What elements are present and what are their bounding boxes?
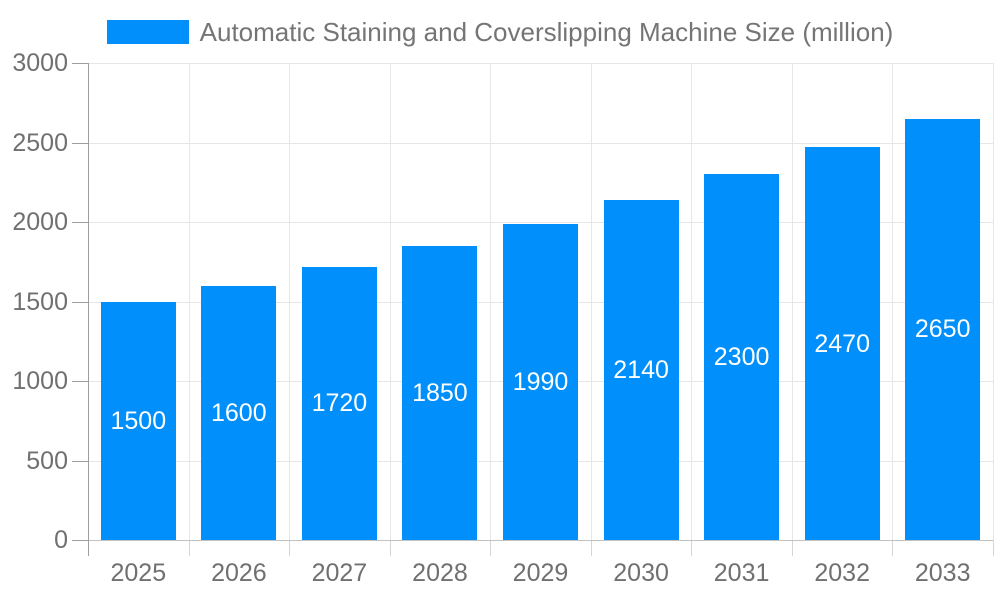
x-axis-category-label: 2027 [311,559,368,587]
x-axis-tick [792,540,793,556]
bar-2033[interactable] [905,118,981,540]
x-axis-tick [892,540,893,556]
x-axis-tick [993,540,994,556]
y-axis-tick [72,143,88,144]
bar-2025[interactable] [100,301,176,540]
gridline-horizontal [88,222,993,223]
gridline-vertical [792,63,793,540]
gridline-vertical [691,63,692,540]
y-axis-tick-label: 1500 [12,288,68,316]
y-axis-tick [72,302,88,303]
bar-2031[interactable] [704,174,780,540]
gridline-vertical [289,63,290,540]
gridline-horizontal [88,63,993,64]
x-axis-tick [289,540,290,556]
bar-2029[interactable] [503,223,578,540]
x-axis-tick [490,540,491,556]
y-axis-tick-label: 0 [54,526,68,554]
x-axis-category-label: 2030 [613,559,669,587]
y-axis-tick-label: 2000 [12,208,68,236]
x-axis-category-label: 2032 [814,559,870,587]
y-axis-tick-label: 2500 [12,129,68,157]
legend-label: Automatic Staining and Coverslipping Mac… [199,16,894,47]
gridline-vertical [993,63,994,540]
y-axis-tick [72,461,88,462]
y-axis-tick-label: 3000 [12,49,68,77]
legend-item[interactable]: Automatic Staining and Coverslipping Mac… [0,16,1000,48]
bar-2030[interactable] [603,199,679,540]
bar-2028[interactable] [402,245,478,540]
y-axis-tick [72,63,88,64]
y-axis-tick-label: 1000 [12,367,68,395]
x-axis-category-label: 2026 [211,559,267,587]
y-axis-tick [72,222,88,223]
bar-2026[interactable] [201,285,277,540]
x-axis-category-label: 2029 [512,559,569,587]
gridline-horizontal [88,143,993,144]
x-axis-tick [591,540,592,556]
x-axis-category-label: 2031 [713,559,770,587]
gridline-vertical [892,63,893,540]
x-axis-tick [390,540,391,556]
x-axis-category-label: 2028 [412,559,468,587]
x-axis-tick [189,540,190,556]
x-axis-tick [691,540,692,556]
gridline-vertical [189,63,190,540]
gridline-vertical [591,63,592,540]
legend-swatch-icon [106,20,189,44]
gridline-vertical [390,63,391,540]
x-axis-line [88,540,993,541]
bar-2032[interactable] [804,147,880,540]
y-axis-line [88,63,89,556]
gridline-vertical [490,63,491,540]
y-axis-tick [72,381,88,382]
y-axis-tick [72,540,88,541]
x-axis-category-label: 2033 [914,559,971,587]
y-axis-tick-label: 500 [26,447,68,475]
bar-2027[interactable] [301,266,377,540]
x-axis-category-label: 2025 [110,559,167,587]
